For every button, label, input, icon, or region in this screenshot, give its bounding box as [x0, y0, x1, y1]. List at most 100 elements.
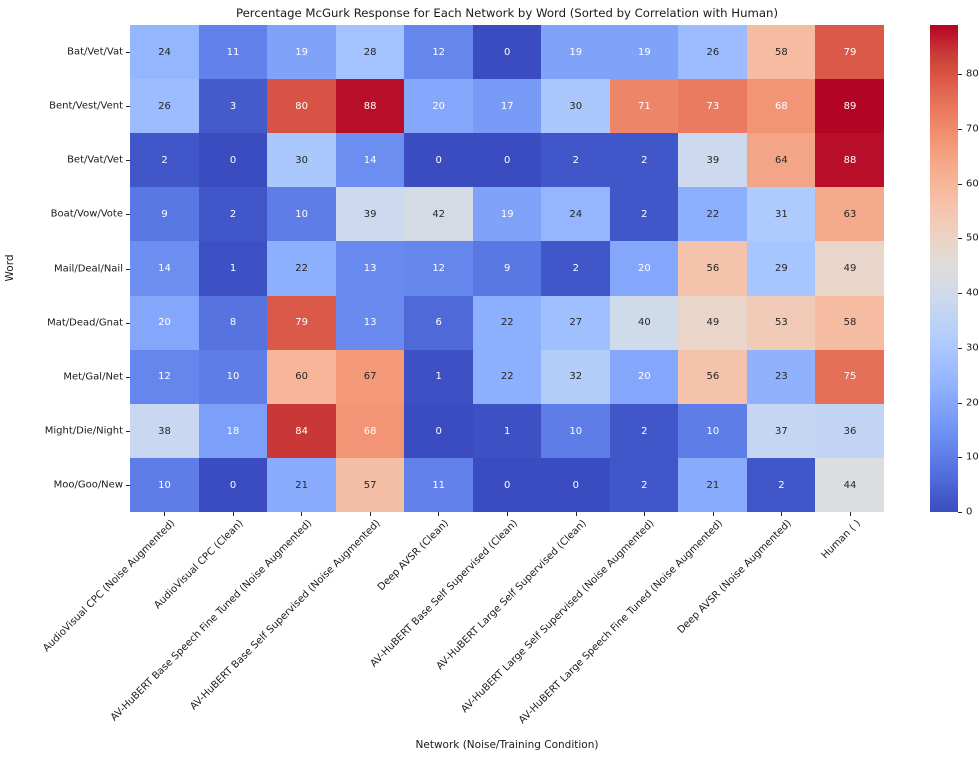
heatmap-cell: 60 — [267, 349, 337, 405]
y-tick-label: Met/Gal/Net — [63, 371, 123, 383]
heatmap-cell: 0 — [472, 25, 542, 80]
heatmap-cell: 2 — [746, 457, 816, 513]
heatmap-cell: 12 — [404, 25, 474, 80]
heatmap-cell: 58 — [746, 25, 816, 80]
heatmap-cell: 38 — [130, 403, 200, 459]
heatmap-cell: 58 — [815, 295, 885, 351]
heatmap-cell: 2 — [541, 241, 611, 297]
heatmap-cell: 23 — [746, 349, 816, 405]
y-tick-label: Might/Die/Night — [44, 425, 123, 437]
heatmap-cell: 18 — [198, 403, 268, 459]
y-tick-mark — [126, 106, 130, 108]
colorbar-tick-mark — [958, 512, 962, 513]
heatmap-cell: 89 — [815, 79, 885, 134]
heatmap-cell: 1 — [404, 349, 474, 405]
heatmap-cell: 20 — [404, 79, 474, 134]
x-tick-mark — [369, 512, 371, 516]
heatmap-cell: 0 — [541, 457, 611, 513]
y-tick-label: Bat/Vet/Vat — [67, 46, 123, 58]
heatmap-cell: 12 — [404, 241, 474, 297]
x-tick-mark — [575, 512, 577, 516]
x-tick-mark — [712, 512, 714, 516]
x-tick-mark — [849, 512, 851, 516]
colorbar-tick-mark — [958, 293, 962, 295]
colorbar-tick-mark — [958, 238, 962, 240]
heatmap-cell: 1 — [472, 403, 542, 459]
heatmap-cell: 0 — [198, 133, 268, 188]
x-tick-label: Deep AVSR (Clean) — [376, 518, 452, 594]
heatmap-cell: 29 — [746, 241, 816, 297]
colorbar-tick-label: 10 — [966, 451, 979, 463]
heatmap-cell: 40 — [609, 295, 679, 351]
heatmap-cell: 31 — [746, 187, 816, 242]
heatmap-cell: 6 — [404, 295, 474, 351]
y-tick-label: Bet/Vat/Vet — [67, 154, 123, 166]
heatmap-cell: 2 — [609, 403, 679, 459]
y-tick-label: Moo/Goo/New — [53, 479, 123, 491]
heatmap-cell: 8 — [198, 295, 268, 351]
heatmap-cell: 0 — [472, 133, 542, 188]
y-tick-mark — [126, 52, 130, 54]
heatmap-cell: 88 — [335, 79, 405, 134]
heatmap-cell: 24 — [130, 25, 200, 80]
y-tick-mark — [126, 430, 130, 432]
y-tick-label: Boat/Vow/Vote — [50, 208, 123, 220]
x-tick-mark — [301, 512, 303, 516]
heatmap-cell: 32 — [541, 349, 611, 405]
heatmap-cell: 2 — [198, 187, 268, 242]
heatmap-cell: 84 — [267, 403, 337, 459]
heatmap-cell: 0 — [472, 457, 542, 513]
heatmap-cell: 56 — [678, 241, 748, 297]
heatmap-cell: 88 — [815, 133, 885, 188]
heatmap-cell: 22 — [472, 349, 542, 405]
heatmap-cell: 53 — [746, 295, 816, 351]
x-tick-mark — [644, 512, 646, 516]
x-tick-mark — [507, 512, 508, 516]
heatmap-cell: 20 — [609, 241, 679, 297]
heatmap-cell: 13 — [335, 295, 405, 351]
colorbar-tick-label: 40 — [966, 287, 979, 299]
y-tick-mark — [126, 214, 130, 216]
heatmap-cell: 0 — [404, 403, 474, 459]
colorbar-tick-mark — [958, 347, 962, 349]
heatmap-cell: 11 — [404, 457, 474, 513]
heatmap-cell: 27 — [541, 295, 611, 351]
heatmap-cell: 0 — [404, 133, 474, 188]
x-tick-label: AV-HuBERT Base Self Supervised (Clean) — [368, 518, 520, 670]
heatmap-cell: 11 — [198, 25, 268, 80]
x-tick-mark — [438, 512, 440, 516]
heatmap-cell: 14 — [130, 241, 200, 297]
heatmap-cell: 21 — [267, 457, 337, 513]
heatmap-cell: 26 — [678, 25, 748, 80]
y-tick-label: Mail/Deal/Nail — [54, 263, 123, 274]
heatmap-cell: 2 — [609, 133, 679, 188]
heatmap-cell: 75 — [815, 349, 885, 405]
heatmap-cell: 79 — [267, 295, 337, 351]
heatmap-cell: 30 — [267, 133, 337, 188]
heatmap-cell: 73 — [678, 79, 748, 134]
colorbar-tick-mark — [958, 402, 962, 404]
y-tick-label: Bent/Vest/Vent — [49, 100, 123, 112]
heatmap-cell: 36 — [815, 403, 885, 459]
heatmap-cell: 49 — [815, 241, 885, 297]
heatmap-cell: 10 — [541, 403, 611, 459]
heatmap-cell: 12 — [130, 349, 200, 405]
colorbar-tick-mark — [958, 183, 962, 185]
heatmap-cell: 56 — [678, 349, 748, 405]
heatmap-cell: 49 — [678, 295, 748, 351]
x-tick-mark — [164, 512, 166, 516]
heatmap-cell: 26 — [130, 79, 200, 134]
x-tick-mark — [232, 512, 234, 516]
x-tick-label: Deep AVSR (Noise Augmented) — [675, 518, 794, 637]
heatmap-cell: 22 — [267, 241, 337, 297]
colorbar — [930, 25, 958, 512]
heatmap-cell: 10 — [267, 187, 337, 242]
heatmap-cell: 2 — [609, 457, 679, 513]
y-tick-mark — [126, 484, 130, 486]
heatmap-cell: 67 — [335, 349, 405, 405]
heatmap-cell: 24 — [541, 187, 611, 242]
x-axis-title: Network (Noise/Training Condition) — [415, 739, 599, 751]
colorbar-tick-mark — [958, 128, 962, 130]
heatmap-cell: 71 — [609, 79, 679, 134]
heatmap-cell: 2 — [130, 133, 200, 188]
